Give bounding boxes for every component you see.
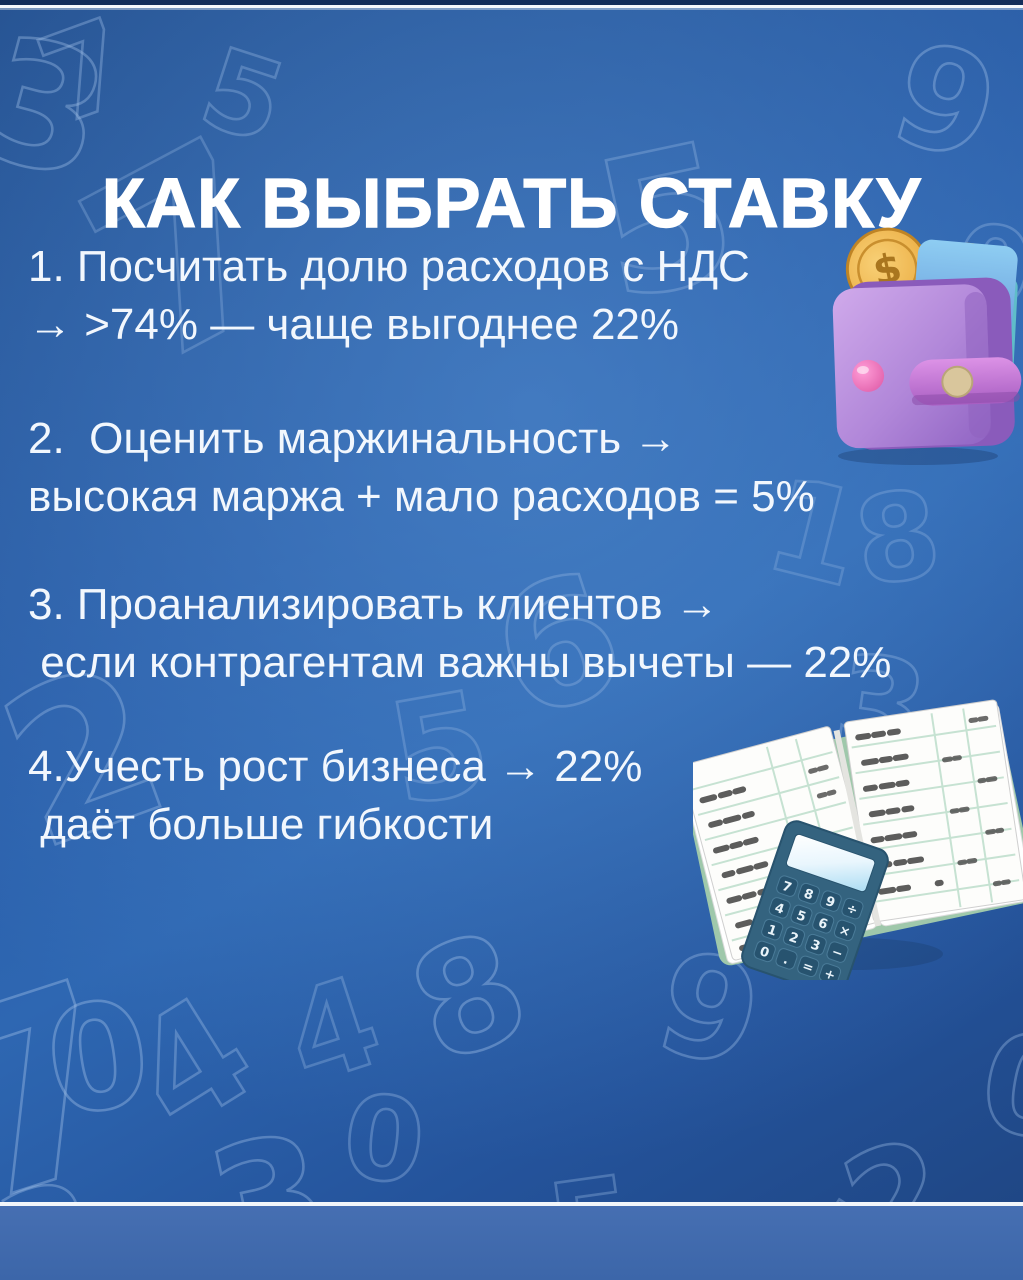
svg-text:÷: ÷ [844,901,859,919]
calculator-keypad: 7 8 9 ÷ 4 5 6 × 1 2 3 − 0 . = + [753,875,864,980]
svg-text:4: 4 [102,963,283,1166]
point-4-line-1: 4.Учесть рост бизнеса → 22% [28,742,643,791]
svg-text:0: 0 [36,968,159,1149]
svg-text:8: 8 [388,898,550,1098]
point-3-line-2: если контрагентам важны вычеты — 22% [28,638,892,687]
svg-text:.: . [781,952,791,968]
point-item-1: 1. Посчитать долю расходов с НДС → >74% … [28,238,750,354]
point-1-line-1: 1. Посчитать долю расходов с НДС [28,242,750,291]
svg-text:=: = [800,959,815,977]
point-2-line-1: 2. Оценить маржинальность → [28,414,678,463]
slide-title: КАК ВЫБРАТЬ СТАВКУ [101,163,922,242]
ledger-calculator-icon: 7 8 9 ÷ 4 5 6 × 1 2 3 − 0 . = + [693,699,1023,980]
point-1-line-2: → >74% — чаще выгоднее 22% [28,300,680,349]
top-dark-strip [0,0,1023,5]
point-3-line-1: 3. Проанализировать клиентов → [28,580,719,629]
top-divider-line [0,5,1023,8]
svg-text:5: 5 [187,23,299,168]
calculator: 7 8 9 ÷ 4 5 6 × 1 2 3 − 0 . = + [741,820,889,980]
top-divider-glow [0,8,1023,10]
footer-strip [0,1202,1023,1280]
point-item-3: 3. Проанализировать клиентов → если конт… [28,576,891,692]
svg-text:4: 4 [269,949,397,1114]
calculator-display [785,833,876,893]
svg-text:×: × [837,923,852,941]
point-item-4: 4.Учесть рост бизнеса → 22% даёт больше … [28,738,642,854]
wallet-coins-icon: $ $ [832,227,1022,465]
strap-clasp [941,365,974,398]
svg-text:0: 0 [337,1070,431,1212]
point-2-line-2: высокая маржа + мало расходов = 5% [28,472,815,521]
wallet-body [832,284,991,449]
svg-text:7: 7 [22,0,148,152]
svg-text:+: + [822,966,837,980]
point-4-line-2: даёт больше гибкости [28,800,494,849]
svg-text:0: 0 [969,1002,1023,1173]
point-item-2: 2. Оценить маржинальность → высокая марж… [28,410,815,526]
wallet-shadow [838,447,998,465]
svg-text:−: − [829,945,844,963]
